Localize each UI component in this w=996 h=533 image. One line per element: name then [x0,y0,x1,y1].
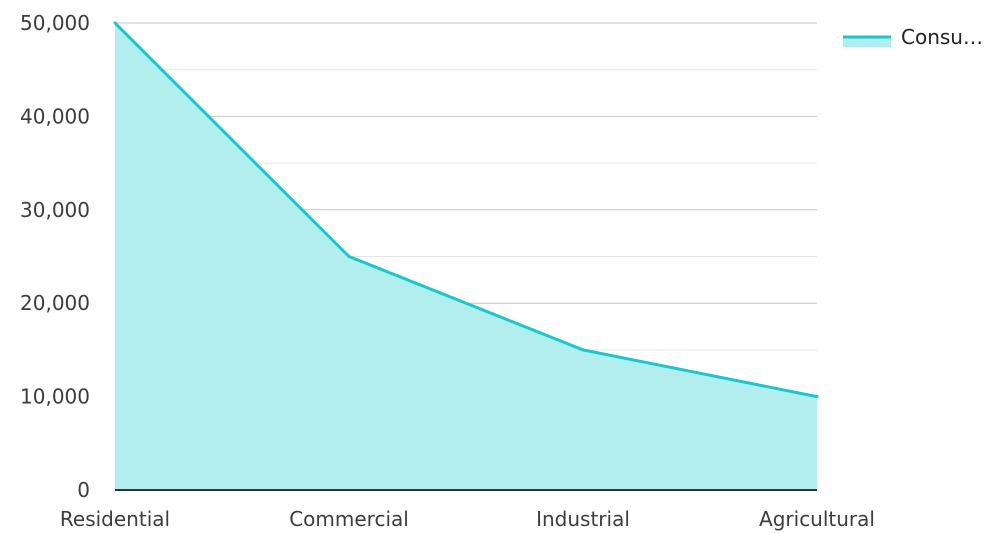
y-tick-label: 40,000 [20,104,90,128]
y-tick-label: 0 [77,478,90,502]
data-point-agricultural [815,395,819,399]
legend-swatch[interactable] [843,37,891,47]
data-point-commercial [347,255,351,258]
y-tick-label: 30,000 [20,198,90,222]
x-tick-label: Agricultural [759,507,875,531]
x-tick-label: Residential [60,507,170,531]
legend[interactable]: Consu… [843,25,983,49]
legend-label[interactable]: Consu… [901,25,983,49]
axes: 0 10,000 20,000 30,000 40,000 50,000 Residenti… [20,11,875,531]
data-point-residential [113,21,117,25]
y-tick-label: 20,000 [20,291,90,315]
y-tick-label: 50,000 [20,11,90,35]
series-area-fill [115,23,817,490]
data-point-industrial [581,348,585,352]
series-line [113,21,818,399]
area-layer [113,21,819,490]
y-tick-label: 10,000 [20,385,90,409]
x-tick-label: Industrial [536,507,630,531]
x-tick-label: Commercial [289,507,409,531]
